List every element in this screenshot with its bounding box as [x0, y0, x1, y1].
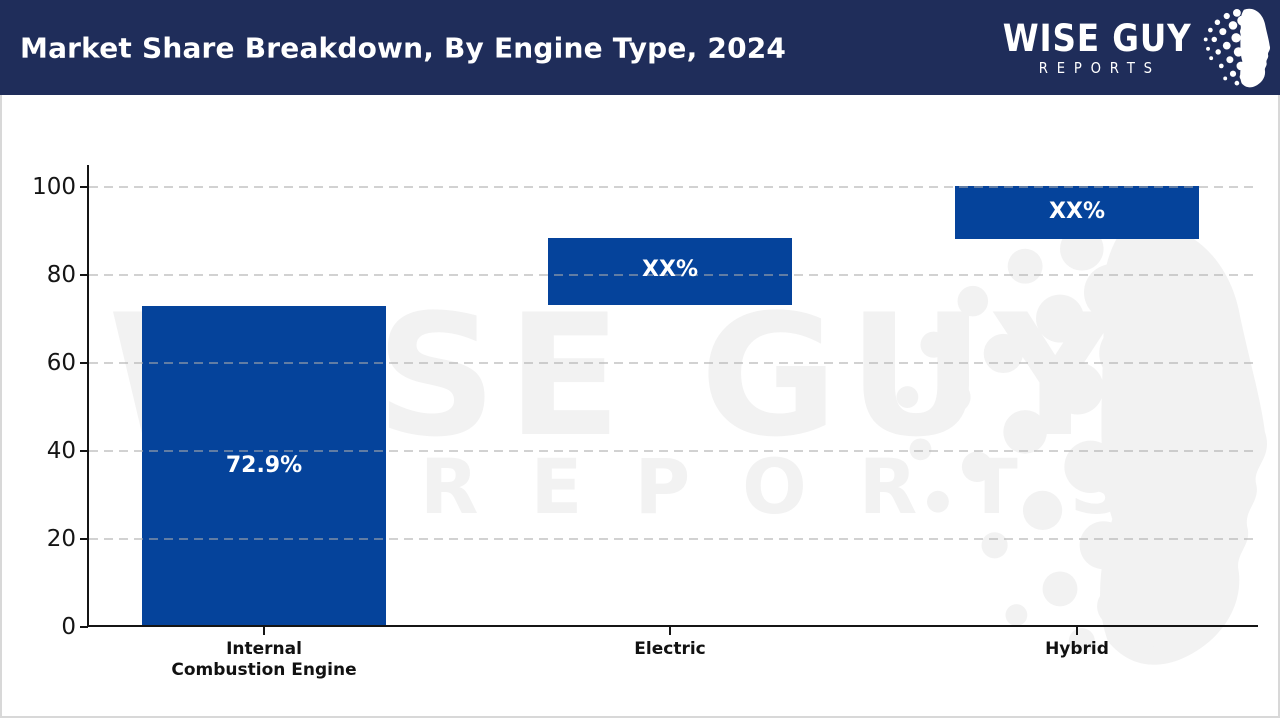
y-axis-line	[87, 165, 89, 627]
gridline-80	[89, 274, 1256, 276]
frame-border-right	[1278, 95, 1280, 718]
y-tick-100	[80, 186, 88, 188]
x-tick-internal-combustion-engine	[263, 627, 265, 635]
y-tick-label-80: 80	[46, 262, 76, 288]
page-title: Market Share Breakdown, By Engine Type, …	[20, 31, 787, 64]
brand-logo-name: WISE GUY	[1003, 16, 1192, 60]
y-tick-20	[80, 538, 88, 540]
y-tick-label-100: 100	[32, 174, 76, 200]
bar-value-label-electric: XX%	[642, 257, 698, 283]
y-tick-0	[80, 626, 88, 628]
gridline-20	[89, 538, 1256, 540]
x-axis-line	[87, 625, 1258, 627]
y-tick-label-0: 0	[61, 614, 76, 640]
x-tick-electric	[669, 627, 671, 635]
header-bar: Market Share Breakdown, By Engine Type, …	[0, 0, 1280, 95]
x-tick-label-line: Internal	[226, 639, 302, 659]
y-tick-80	[80, 274, 88, 276]
gridline-40	[89, 450, 1256, 452]
x-tick-label-line: Hybrid	[1045, 639, 1109, 659]
x-tick-label-hybrid: Hybrid	[917, 639, 1237, 660]
bar-electric	[548, 238, 792, 305]
y-tick-label-40: 40	[46, 438, 76, 464]
gridline-60	[89, 362, 1256, 364]
brand-logo: WISE GUY REPORTS	[977, 0, 1272, 95]
bar-internal-combustion-engine	[142, 306, 386, 627]
y-tick-label-60: 60	[46, 350, 76, 376]
frame-border-bottom	[0, 716, 1280, 718]
x-tick-label-line: Combustion Engine	[171, 660, 357, 680]
y-tick-label-20: 20	[46, 526, 76, 552]
y-tick-60	[80, 362, 88, 364]
y-tick-40	[80, 450, 88, 452]
bar-value-label-hybrid: XX%	[1049, 198, 1105, 224]
x-tick-hybrid	[1076, 627, 1078, 635]
x-tick-label-line: Electric	[634, 639, 706, 659]
brand-logo-head-icon	[1203, 8, 1271, 87]
x-tick-label-electric: Electric	[510, 639, 830, 660]
bar-value-label-internal-combustion-engine: 72.9%	[225, 452, 303, 478]
brand-logo-subname: REPORTS	[1039, 58, 1162, 77]
gridline-100	[89, 186, 1256, 188]
x-tick-label-internal-combustion-engine: Internal Combustion Engine	[104, 639, 424, 681]
frame-border-left	[0, 95, 2, 718]
